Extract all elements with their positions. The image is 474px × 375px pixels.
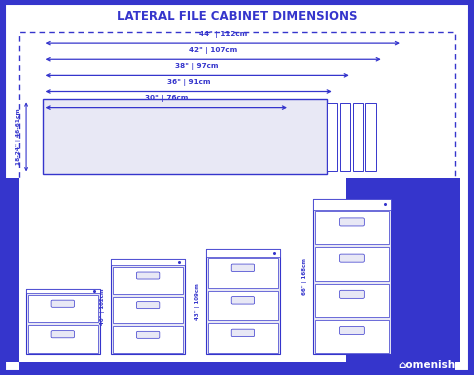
Text: 30" | 76cm: 30" | 76cm [145,95,188,102]
FancyBboxPatch shape [339,254,365,262]
Bar [19,362,455,371]
Bar [340,103,350,171]
FancyBboxPatch shape [137,272,160,279]
FancyBboxPatch shape [339,327,365,334]
Bar [26,289,100,293]
FancyBboxPatch shape [51,300,74,307]
FancyBboxPatch shape [339,218,365,226]
Bar [19,32,455,178]
Text: LATERAL FILE CABINET DIMENSIONS: LATERAL FILE CABINET DIMENSIONS [117,10,357,23]
Bar [26,289,100,354]
Text: 42" | 107cm: 42" | 107cm [189,46,237,54]
FancyBboxPatch shape [231,264,255,272]
Bar [315,248,389,280]
Bar [43,99,327,174]
Bar [313,199,391,354]
FancyBboxPatch shape [51,331,74,338]
Bar [365,103,376,171]
Text: 18-24" | 46-61cm: 18-24" | 46-61cm [17,109,21,165]
Bar [113,297,183,323]
Bar [315,320,389,353]
Text: 28" | 71cm: 28" | 71cm [15,305,20,338]
Bar [28,326,98,353]
Bar [206,249,280,257]
FancyBboxPatch shape [339,290,365,298]
Bar [327,103,337,171]
Text: ⌂omenish: ⌂omenish [398,360,455,369]
Bar [113,326,183,353]
Bar [111,259,185,354]
Text: 66" | 168cm: 66" | 168cm [302,258,307,295]
Bar [19,178,346,362]
Bar [19,32,455,362]
Bar [208,323,278,353]
Bar [208,258,278,288]
Bar [315,211,389,244]
Text: 38" | 97cm: 38" | 97cm [175,63,219,70]
FancyBboxPatch shape [137,332,160,338]
FancyBboxPatch shape [137,302,160,309]
Text: 44" | 112cm: 44" | 112cm [199,30,247,38]
Text: 40" | 102cm: 40" | 102cm [100,288,105,325]
Bar [353,103,363,171]
Bar [113,267,183,294]
Bar [315,284,389,317]
FancyBboxPatch shape [231,329,255,337]
Bar [206,249,280,354]
Text: 43" | 109cm: 43" | 109cm [195,284,200,320]
Bar [28,295,98,322]
Bar [313,199,391,210]
Bar [5,178,19,362]
Text: 36" | 91cm: 36" | 91cm [167,79,210,86]
Bar [111,259,185,266]
Bar [208,291,278,320]
Bar [346,178,460,362]
FancyBboxPatch shape [231,297,255,304]
